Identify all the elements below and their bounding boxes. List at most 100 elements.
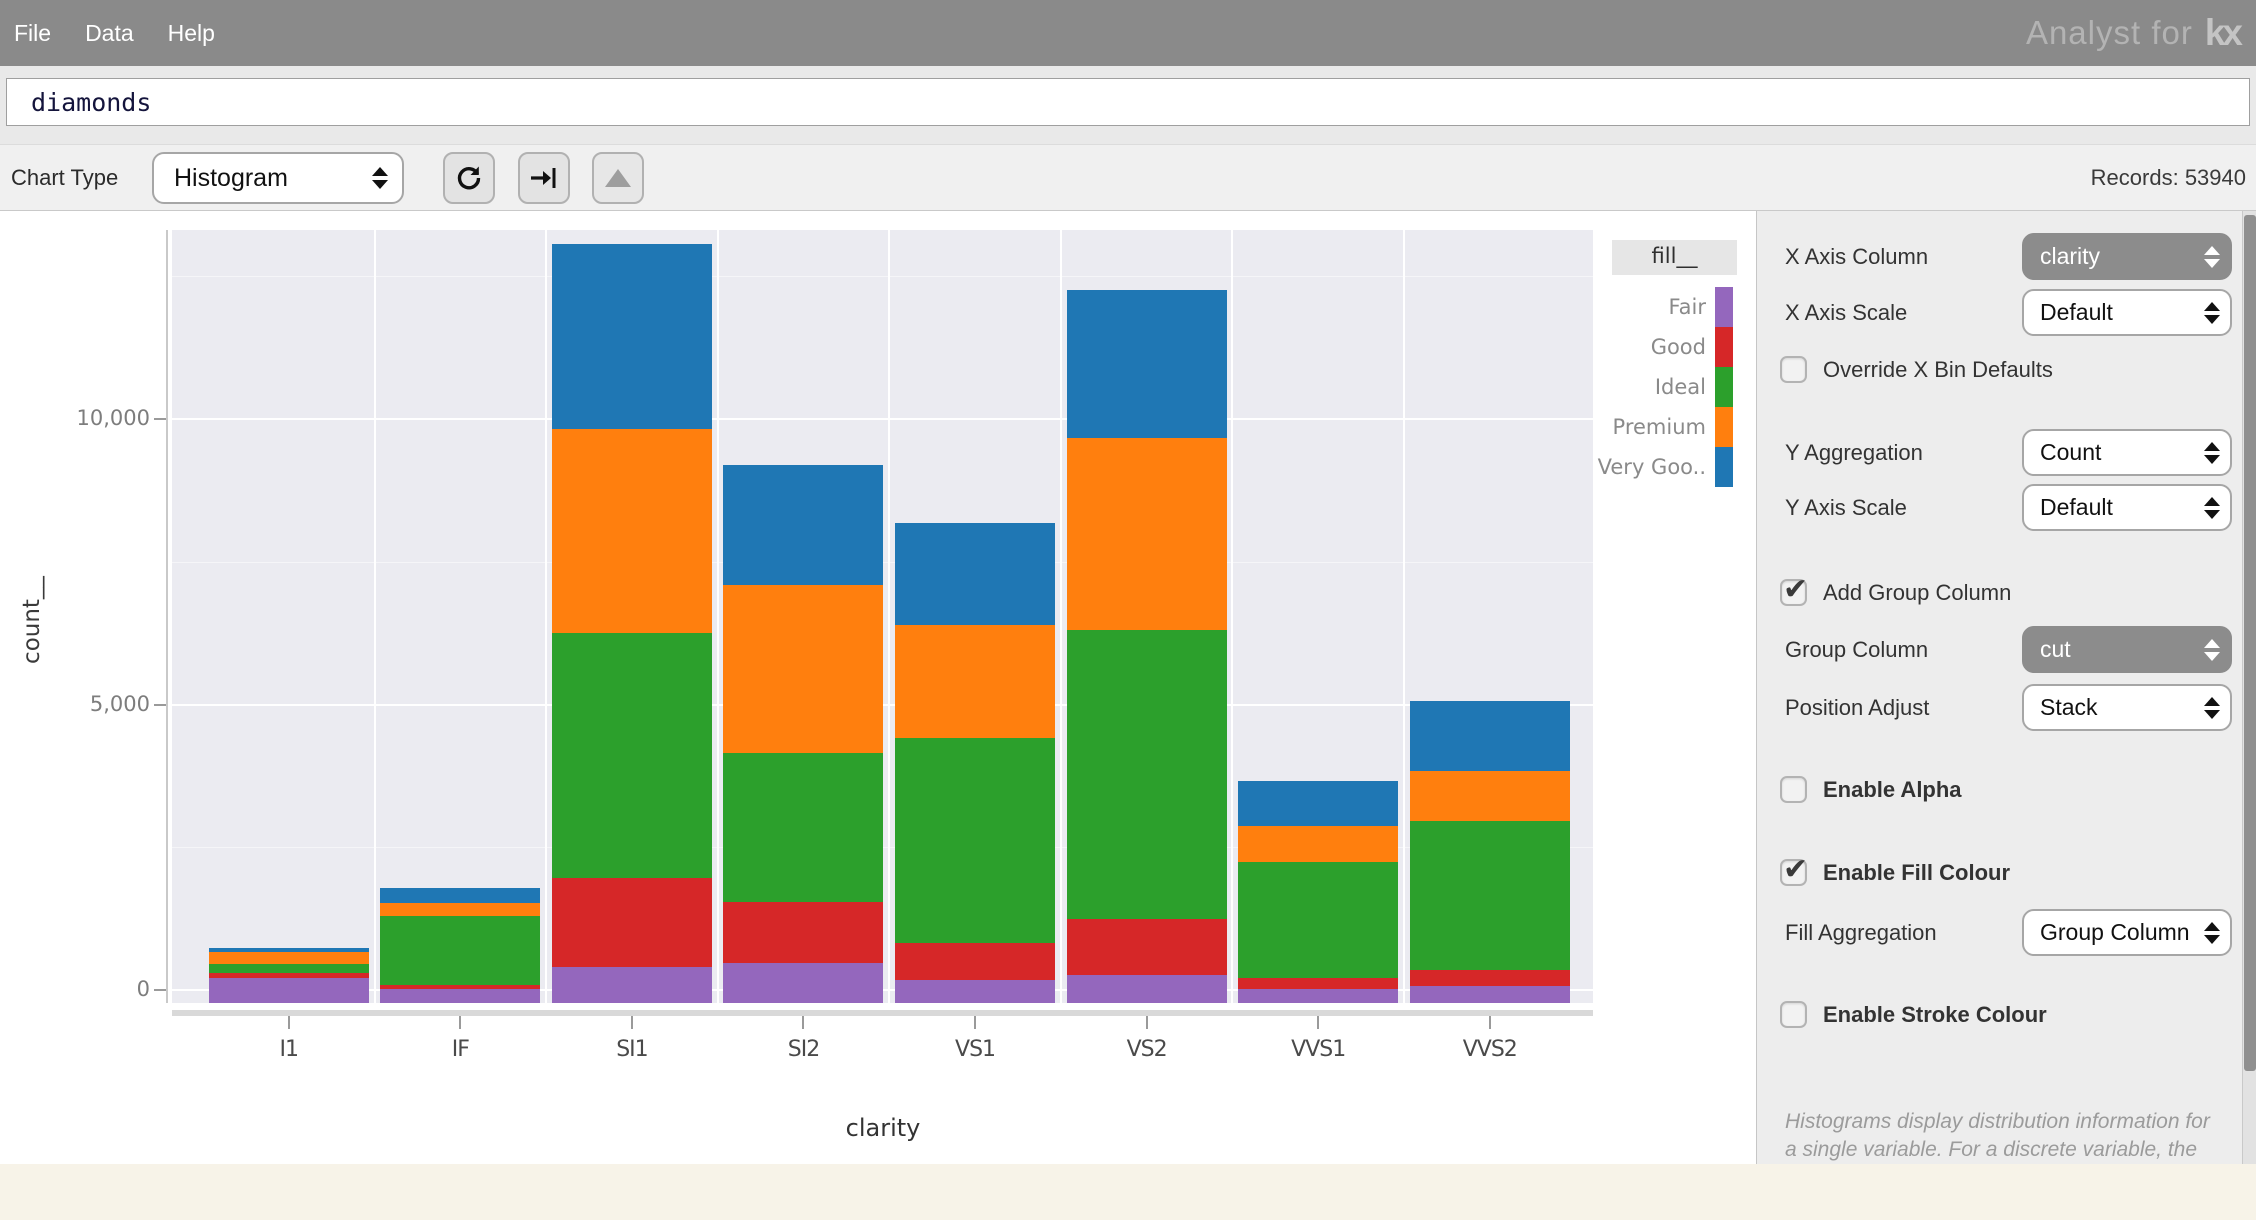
fill-aggregation-value: Group Column <box>2040 919 2190 945</box>
scrollbar-thumb[interactable] <box>2244 215 2256 1071</box>
bar-segment-VVS2-ideal <box>1409 820 1570 970</box>
y-axis-scale-value: Default <box>2040 494 2113 520</box>
x-tick <box>459 1016 462 1029</box>
group-column-label: Group Column <box>1785 637 1929 662</box>
x-tick <box>630 1016 633 1029</box>
select-arrows-icon <box>2204 245 2220 268</box>
y-tick-label: 0 <box>136 977 150 1001</box>
legend-item-good: Good <box>1450 327 1733 367</box>
position-adjust-label: Position Adjust <box>1785 695 1930 720</box>
legend-item-label: Very Goo.. <box>1597 455 1706 479</box>
bar-segment-IF-fair <box>380 989 541 1003</box>
run-to-end-button[interactable] <box>518 152 570 204</box>
bar-segment-I1-good <box>208 972 369 978</box>
select-arrows-icon <box>2204 301 2220 324</box>
bar-segment-VVS1-premium <box>1238 826 1399 862</box>
legend-item-label: Premium <box>1612 415 1706 439</box>
enable-fill-colour-checkbox[interactable] <box>1780 852 1808 887</box>
bar-segment-I1-fair <box>208 977 369 1003</box>
menu-item-data[interactable]: Data <box>85 19 134 46</box>
bar-segment-I1-very-good <box>208 947 369 953</box>
legend-item-label: Ideal <box>1654 375 1706 399</box>
bar-segment-VS2-good <box>1066 919 1227 976</box>
y-axis-scale-label: Y Axis Scale <box>1785 495 1907 520</box>
bar-segment-SI2-very-good <box>723 465 884 585</box>
x-axis-column-select[interactable]: clarity <box>2022 233 2232 280</box>
bar-segment-VS1-very-good <box>895 523 1056 625</box>
bar-segment-IF-premium <box>380 903 541 917</box>
vertical-gridline <box>545 230 548 1003</box>
panel-divider <box>1756 211 1757 1164</box>
x-tick <box>1317 1016 1320 1029</box>
kx-logo: kx <box>2204 12 2243 53</box>
records-count: Records: 53940 <box>2090 165 2246 190</box>
bar-segment-IF-ideal <box>380 916 541 986</box>
group-column-select[interactable]: cut <box>2022 626 2232 673</box>
chart-help-text: Histograms display distribution informat… <box>1785 1110 2210 1161</box>
minor-gridline <box>172 276 1593 278</box>
major-gridline <box>172 418 1593 420</box>
collapse-button[interactable] <box>592 152 644 204</box>
position-adjust-select[interactable]: Stack <box>2022 684 2232 731</box>
x-axis-scale-select[interactable]: Default <box>2022 289 2232 336</box>
legend-swatch-icon <box>1715 287 1733 327</box>
bar-segment-VS1-fair <box>895 980 1056 1003</box>
vertical-gridline <box>1059 230 1062 1003</box>
legend-item-label: Fair <box>1668 295 1707 319</box>
panel-scrollbar[interactable] <box>2242 211 2256 1164</box>
enable-fill-colour-label: Enable Fill Colour <box>1823 860 2011 885</box>
chart-type-select[interactable]: Histogram <box>152 152 404 204</box>
fill-aggregation-select[interactable]: Group Column <box>2022 909 2232 956</box>
y-tick-label: 10,000 <box>76 406 150 430</box>
menu-item-help[interactable]: Help <box>167 19 215 46</box>
bar-segment-SI2-fair <box>723 963 884 1003</box>
chart-type-label: Chart Type <box>11 165 119 190</box>
add-group-column-label: Add Group Column <box>1823 580 2012 605</box>
select-arrows-icon <box>2204 441 2220 464</box>
vertical-gridline <box>1231 230 1234 1003</box>
bar-segment-SI2-good <box>723 901 884 964</box>
bar-VVS2 <box>1409 700 1570 1003</box>
y-axis-title: count__ <box>19 576 45 664</box>
x-tick-label: I1 <box>279 1037 300 1062</box>
y-aggregation-label: Y Aggregation <box>1785 440 1923 465</box>
y-aggregation-value: Count <box>2040 439 2102 465</box>
override-x-bin-checkbox[interactable] <box>1780 356 1807 383</box>
select-arrows-icon <box>2204 696 2220 719</box>
legend-item-premium: Premium <box>1450 407 1733 447</box>
add-group-column-checkbox[interactable] <box>1780 572 1808 607</box>
select-arrows-icon <box>2204 921 2220 944</box>
y-axis-scale-select[interactable]: Default <box>2022 484 2232 531</box>
enable-stroke-colour-checkbox[interactable] <box>1780 1001 1807 1028</box>
bar-segment-VVS2-very-good <box>1409 700 1570 772</box>
x-tick <box>1145 1016 1148 1029</box>
bar-segment-I1-ideal <box>208 964 369 973</box>
menu-item-file[interactable]: File <box>14 19 52 46</box>
select-arrows-icon <box>372 167 388 189</box>
bar-segment-SI2-premium <box>723 584 884 754</box>
legend-swatch-icon <box>1715 327 1733 367</box>
expression-input[interactable] <box>6 78 2250 126</box>
x-tick-label: SI2 <box>787 1037 820 1062</box>
bar-segment-VVS1-very-good <box>1238 781 1399 827</box>
enable-stroke-colour-label: Enable Stroke Colour <box>1823 1002 2047 1027</box>
refresh-button[interactable] <box>443 152 495 204</box>
bar-segment-VVS1-ideal <box>1238 861 1399 979</box>
brand-prefix-text: Analyst for <box>2025 14 2193 51</box>
position-adjust-value: Stack <box>2040 694 2098 720</box>
bar-segment-SI1-ideal <box>551 633 712 878</box>
y-tick <box>154 989 166 991</box>
enable-alpha-checkbox[interactable] <box>1780 776 1807 803</box>
select-arrows-icon <box>2204 638 2220 661</box>
vertical-gridline <box>716 230 719 1003</box>
bar-SI1 <box>551 243 712 1003</box>
bar-segment-VS1-good <box>895 943 1056 981</box>
y-tick-label: 5,000 <box>89 691 150 716</box>
triangle-up-icon <box>605 169 631 187</box>
y-aggregation-select[interactable]: Count <box>2022 429 2232 476</box>
legend-item-ideal: Ideal <box>1450 367 1733 407</box>
bar-segment-VVS2-premium <box>1409 771 1570 821</box>
bar-segment-SI1-fair <box>551 966 712 1003</box>
legend-title: fill__ <box>1612 240 1737 275</box>
